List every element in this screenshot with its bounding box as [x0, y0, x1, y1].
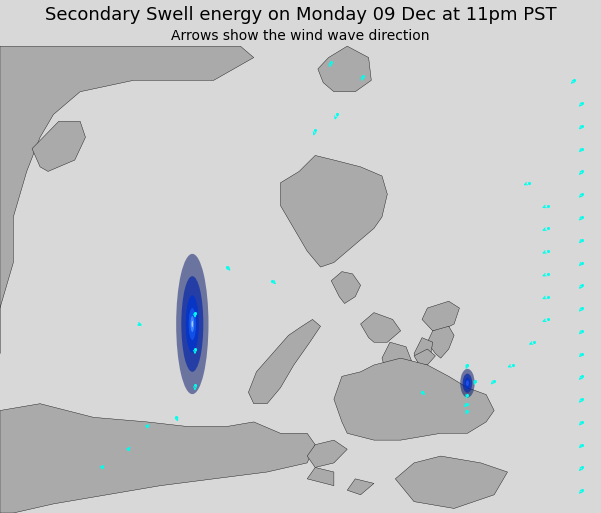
Polygon shape: [347, 479, 374, 495]
Polygon shape: [0, 404, 315, 513]
Ellipse shape: [465, 378, 470, 389]
Ellipse shape: [192, 321, 193, 327]
Polygon shape: [331, 271, 361, 304]
Ellipse shape: [186, 295, 199, 352]
Ellipse shape: [176, 254, 209, 394]
Polygon shape: [361, 312, 401, 342]
Ellipse shape: [463, 373, 472, 393]
Ellipse shape: [460, 369, 475, 398]
Ellipse shape: [182, 276, 203, 372]
Polygon shape: [382, 342, 411, 377]
Ellipse shape: [189, 308, 196, 340]
Ellipse shape: [191, 316, 194, 332]
Polygon shape: [32, 121, 85, 171]
Polygon shape: [395, 456, 507, 508]
Polygon shape: [248, 320, 320, 404]
Polygon shape: [0, 46, 254, 353]
Polygon shape: [414, 338, 433, 369]
Text: Secondary Swell energy on Monday 09 Dec at 11pm PST: Secondary Swell energy on Monday 09 Dec …: [44, 6, 557, 24]
Ellipse shape: [466, 380, 469, 386]
Polygon shape: [307, 467, 334, 486]
Polygon shape: [307, 440, 347, 467]
Polygon shape: [414, 349, 435, 365]
Polygon shape: [422, 301, 459, 331]
Text: Arrows show the wind wave direction: Arrows show the wind wave direction: [171, 29, 430, 43]
Polygon shape: [427, 326, 454, 358]
Polygon shape: [281, 155, 387, 267]
Polygon shape: [334, 358, 494, 440]
Polygon shape: [318, 46, 371, 92]
